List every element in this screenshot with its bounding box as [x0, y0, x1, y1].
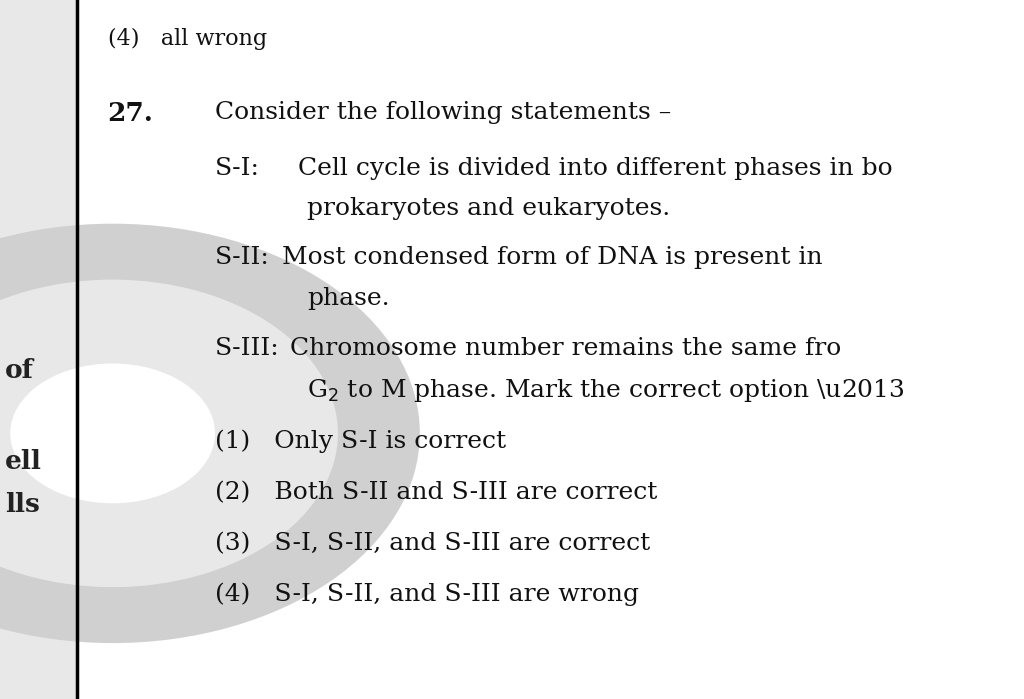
Text: (2)   Both S-II and S-III are correct: (2) Both S-II and S-III are correct	[215, 481, 657, 504]
Text: S-II:: S-II:	[215, 246, 270, 269]
Text: prokaryotes and eukaryotes.: prokaryotes and eukaryotes.	[307, 197, 671, 220]
Text: of: of	[5, 358, 34, 383]
Circle shape	[10, 363, 215, 503]
Circle shape	[0, 224, 420, 643]
Text: Chromosome number remains the same fro: Chromosome number remains the same fro	[282, 337, 841, 360]
Text: Consider the following statements –: Consider the following statements –	[215, 101, 672, 124]
Bar	[0, 0, 77, 699]
Text: ell: ell	[5, 449, 42, 474]
Circle shape	[0, 280, 338, 587]
Text: (3)   S-I, S-II, and S-III are correct: (3) S-I, S-II, and S-III are correct	[215, 532, 650, 555]
Text: Cell cycle is divided into different phases in bo: Cell cycle is divided into different pha…	[282, 157, 892, 180]
Text: phase.: phase.	[307, 287, 390, 310]
Text: 27.: 27.	[108, 101, 154, 127]
Text: lls: lls	[5, 492, 40, 517]
Text: Most condensed form of DNA is present in: Most condensed form of DNA is present in	[282, 246, 822, 269]
Text: S-III:: S-III:	[215, 337, 280, 360]
Text: G$_2$ to M phase. Mark the correct option \u2013: G$_2$ to M phase. Mark the correct optio…	[307, 377, 905, 405]
Text: S-I:: S-I:	[215, 157, 260, 180]
Text: (1)   Only S-I is correct: (1) Only S-I is correct	[215, 430, 506, 454]
Text: (4)   S-I, S-II, and S-III are wrong: (4) S-I, S-II, and S-III are wrong	[215, 583, 639, 607]
Text: (4)   all wrong: (4) all wrong	[108, 28, 266, 50]
